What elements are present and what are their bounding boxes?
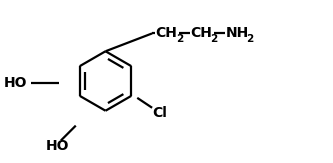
Text: HO: HO (46, 139, 70, 153)
Text: Cl: Cl (152, 106, 167, 120)
Text: 2: 2 (176, 34, 183, 44)
Text: NH: NH (225, 26, 249, 40)
Text: CH: CH (190, 26, 212, 40)
Text: 2: 2 (246, 34, 253, 44)
Text: HO: HO (3, 76, 27, 90)
Text: 2: 2 (210, 34, 218, 44)
Text: CH: CH (155, 26, 177, 40)
